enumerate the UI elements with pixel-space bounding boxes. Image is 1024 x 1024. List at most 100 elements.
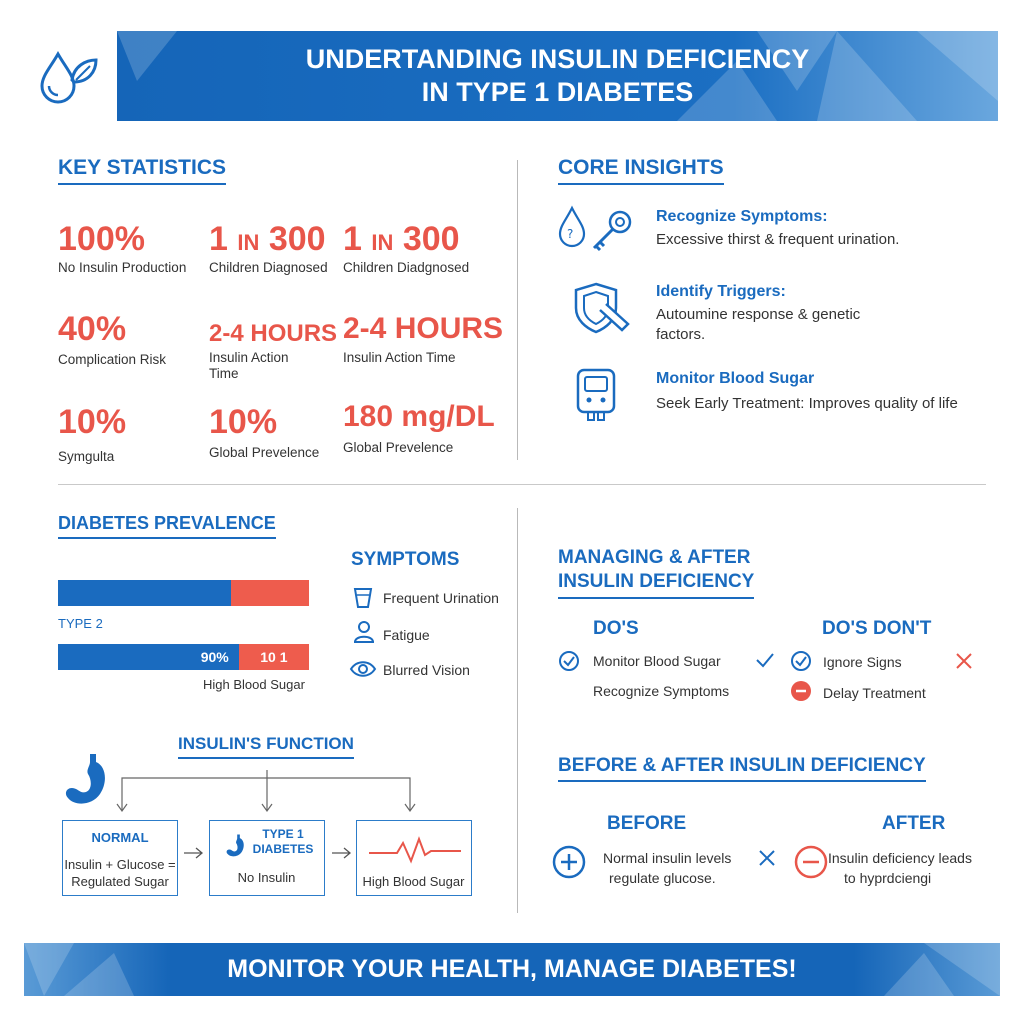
arrow-right-icon bbox=[332, 847, 352, 859]
x-icon bbox=[759, 850, 775, 866]
banner-pattern bbox=[117, 31, 998, 121]
donts-item: Ignore Signs bbox=[823, 654, 902, 670]
bar-label-type2: TYPE 2 bbox=[58, 616, 103, 631]
eye-icon bbox=[349, 661, 377, 677]
flow-box-title: NORMAL bbox=[91, 830, 149, 845]
stat-insulin-action: 2-4 HOURS Insulin Action Time bbox=[209, 322, 337, 382]
stat-label: Symgulta bbox=[58, 449, 115, 464]
stat-label: Children Diagnosed bbox=[209, 260, 328, 275]
flow-box-line1: Insulin + Glucose = bbox=[64, 857, 176, 872]
flow-connector-lines bbox=[116, 770, 416, 813]
svg-text:?: ? bbox=[567, 227, 573, 241]
stat-label: Complication Risk bbox=[58, 352, 167, 367]
stat-symgulta: 10% Symgulta bbox=[58, 405, 126, 465]
managing-title: MANAGING & AFTER INSULIN DEFICIENCY bbox=[558, 546, 755, 599]
bar-segment-red: 10 1 bbox=[238, 644, 309, 670]
insight-desc: Seek Early Treatment: Improves quality o… bbox=[656, 395, 958, 412]
insight-title: Identify Triggers: bbox=[656, 283, 786, 300]
stat-label: No Insulin Production bbox=[58, 260, 187, 275]
insulins-function-title: INSULIN'S FUNCTION bbox=[178, 734, 354, 759]
stat-insulin-action-2: 2-4 HOURS Insulin Action Time bbox=[343, 314, 503, 366]
glucose-meter-icon bbox=[576, 368, 616, 421]
bar-segment-red bbox=[231, 580, 309, 606]
after-desc-line1: Insulin deficiency leads bbox=[828, 850, 972, 866]
before-title: BEFORE bbox=[607, 813, 687, 834]
stat-value: 40% bbox=[58, 310, 127, 348]
person-icon bbox=[354, 621, 374, 643]
flow-box-line2: Regulated Sugar bbox=[71, 874, 169, 889]
minus-circle-outline-icon bbox=[794, 845, 828, 879]
footer-banner: MONITOR YOUR HEALTH, MANAGE DIABETES! bbox=[24, 943, 1000, 996]
symptom-label: Frequent Urination bbox=[383, 590, 499, 606]
stat-label: Global Prevelence bbox=[343, 440, 454, 455]
cup-icon bbox=[353, 588, 373, 608]
stat-children-diagnosed-2: 1 IN 300 Children Diadgnosed bbox=[343, 222, 469, 276]
check-circle-icon bbox=[559, 651, 579, 671]
header-banner: UNDERTANDING INSULIN DEFICIENCY IN TYPE … bbox=[117, 31, 998, 121]
minus-circle-icon bbox=[791, 681, 811, 701]
footer-pattern bbox=[24, 943, 1000, 996]
stat-label: Children Diadgnosed bbox=[343, 260, 470, 275]
flow-box-title-line1: TYPE 1 bbox=[262, 827, 304, 841]
heartbeat-icon bbox=[369, 836, 461, 864]
managing-title-line2: INSULIN DEFICIENCY bbox=[558, 571, 755, 592]
before-desc-line2: regulate glucose. bbox=[609, 870, 716, 886]
insight-desc-line1: Autoumine response & genetic bbox=[656, 306, 861, 323]
flow-box-type1: TYPE 1 DIABETES No Insulin bbox=[209, 820, 325, 896]
symptom-label: Blurred Vision bbox=[383, 662, 470, 678]
flow-box-high-blood-sugar: High Blood Sugar bbox=[356, 820, 472, 896]
stat-label-line1: Insulin Action bbox=[209, 350, 289, 365]
bar-value-label: 10 1 bbox=[260, 649, 288, 665]
insight-title: Recognize Symptoms: bbox=[656, 208, 828, 225]
core-insights-title: CORE INSIGHTS bbox=[558, 156, 724, 185]
bar-segment-blue: 90% bbox=[58, 644, 239, 670]
insight-monitor-blood-sugar: Monitor Blood Sugar Seek Early Treatment… bbox=[656, 370, 958, 414]
key-statistics-title: KEY STATISTICS bbox=[58, 156, 227, 185]
before-after-title: BEFORE & AFTER INSULIN DEFICIENCY bbox=[558, 755, 926, 782]
check-circle-icon bbox=[791, 651, 811, 671]
x-icon bbox=[956, 653, 972, 669]
diabetes-prevalence-title: DIABETES PREVALENCE bbox=[58, 513, 276, 539]
flow-box-line1: High Blood Sugar bbox=[362, 874, 465, 889]
stat-value: 2-4 HOURS bbox=[343, 312, 504, 345]
shield-icon bbox=[574, 282, 630, 334]
stat-value: 180 mg/DL bbox=[343, 400, 495, 433]
stat-children-diagnosed: 1 IN 300 Children Diagnosed bbox=[209, 222, 328, 276]
after-desc-line2: to hyprdciengi bbox=[844, 870, 932, 886]
prevalence-bar-2: 90% 10 1 bbox=[58, 644, 309, 670]
stat-global-prevalence-2: 180 mg/DL Global Prevelence bbox=[343, 402, 495, 456]
stat-value: 100% bbox=[58, 220, 145, 258]
drop-key-icon: ? bbox=[558, 205, 632, 252]
bar-label-high-blood-sugar: High Blood Sugar bbox=[203, 677, 305, 692]
stat-value: 2-4 HOURS bbox=[209, 320, 338, 347]
stat-label: Global Prevelence bbox=[209, 445, 320, 460]
arrow-right-icon bbox=[184, 847, 204, 859]
water-drop-leaf-icon bbox=[40, 50, 98, 104]
stomach-icon bbox=[65, 754, 105, 804]
insight-identify-triggers: Identify Triggers: Autoumine response & … bbox=[656, 283, 860, 345]
prevalence-bar-1 bbox=[58, 580, 309, 606]
stat-complication-risk: 40% Complication Risk bbox=[58, 312, 166, 368]
stat-value-mid: IN bbox=[371, 230, 394, 255]
donts-title: DO'S DON'T bbox=[822, 618, 932, 639]
before-desc-line1: Normal insulin levels bbox=[603, 850, 732, 866]
stat-value-num2: 300 bbox=[268, 220, 326, 258]
stat-value-num1: 1 bbox=[343, 220, 362, 258]
page-title-line1: UNDERTANDING INSULIN DEFICIENCY bbox=[305, 44, 810, 74]
plus-circle-icon bbox=[552, 845, 586, 879]
stomach-icon-small bbox=[226, 834, 244, 857]
check-icon bbox=[756, 653, 774, 668]
symptom-label: Fatigue bbox=[383, 627, 430, 643]
managing-title-line1: MANAGING & AFTER bbox=[558, 547, 751, 568]
stat-value-num1: 1 bbox=[209, 220, 228, 258]
stat-label: Insulin Action Time bbox=[343, 350, 456, 365]
bar-value-label: 90% bbox=[200, 649, 229, 665]
stat-label-line2: Time bbox=[209, 366, 239, 381]
stat-global-prevalence: 10% Global Prevelence bbox=[209, 405, 319, 461]
dos-item: Recognize Symptoms bbox=[593, 683, 730, 699]
after-desc: Insulin deficiency leads to hyprdciengi bbox=[828, 848, 972, 888]
stat-no-insulin: 100% No Insulin Production bbox=[58, 222, 186, 276]
bar-segment-blue bbox=[58, 580, 232, 606]
footer-text: MONITOR YOUR HEALTH, MANAGE DIABETES! bbox=[227, 955, 797, 983]
divider-vertical-top bbox=[517, 160, 518, 460]
